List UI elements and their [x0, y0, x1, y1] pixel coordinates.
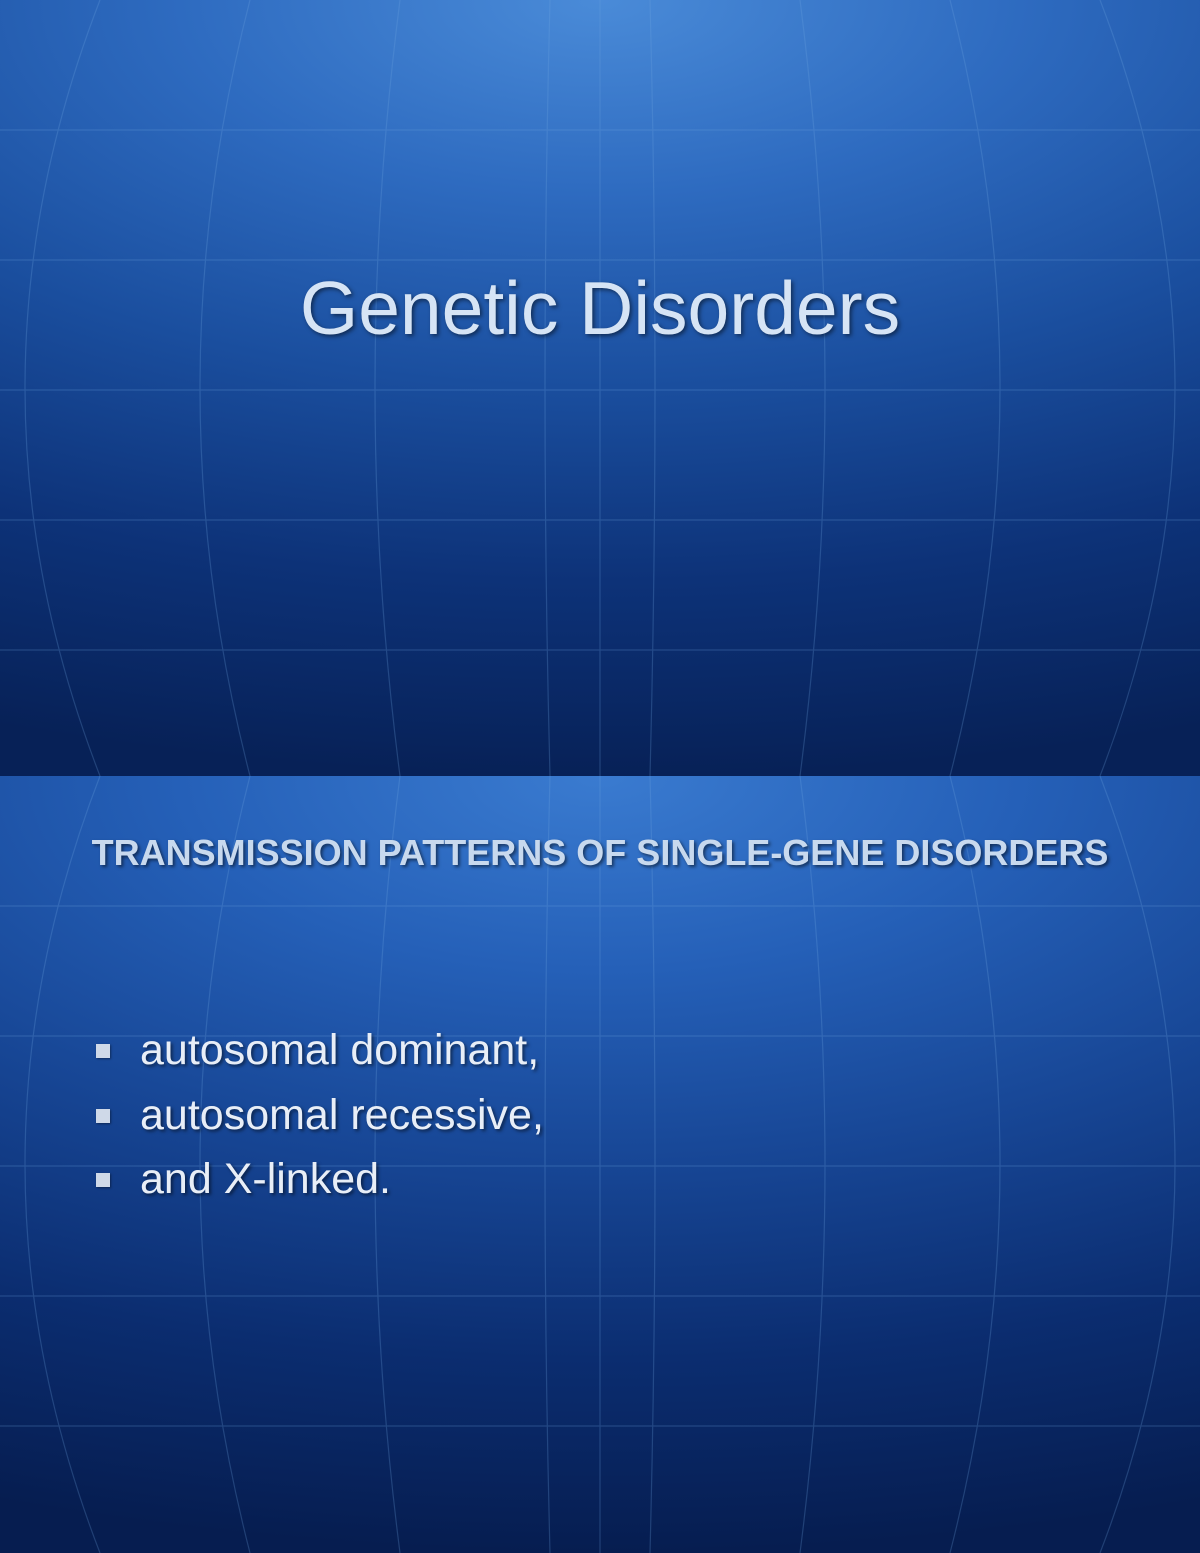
bullet-list: autosomal dominant, autosomal recessive,… — [96, 1018, 544, 1212]
slide-2-content: TRANSMISSION PATTERNS OF SINGLE-GENE DIS… — [0, 776, 1200, 1553]
bullet-item: autosomal recessive, — [96, 1083, 544, 1148]
slide-heading: TRANSMISSION PATTERNS OF SINGLE-GENE DIS… — [60, 830, 1140, 875]
bullet-item: and X-linked. — [96, 1147, 544, 1212]
slide-title: Genetic Disorders — [0, 265, 1200, 351]
bullet-item: autosomal dominant, — [96, 1018, 544, 1083]
slide-1-title: Genetic Disorders — [0, 0, 1200, 776]
globe-grid-decoration — [0, 0, 1200, 776]
